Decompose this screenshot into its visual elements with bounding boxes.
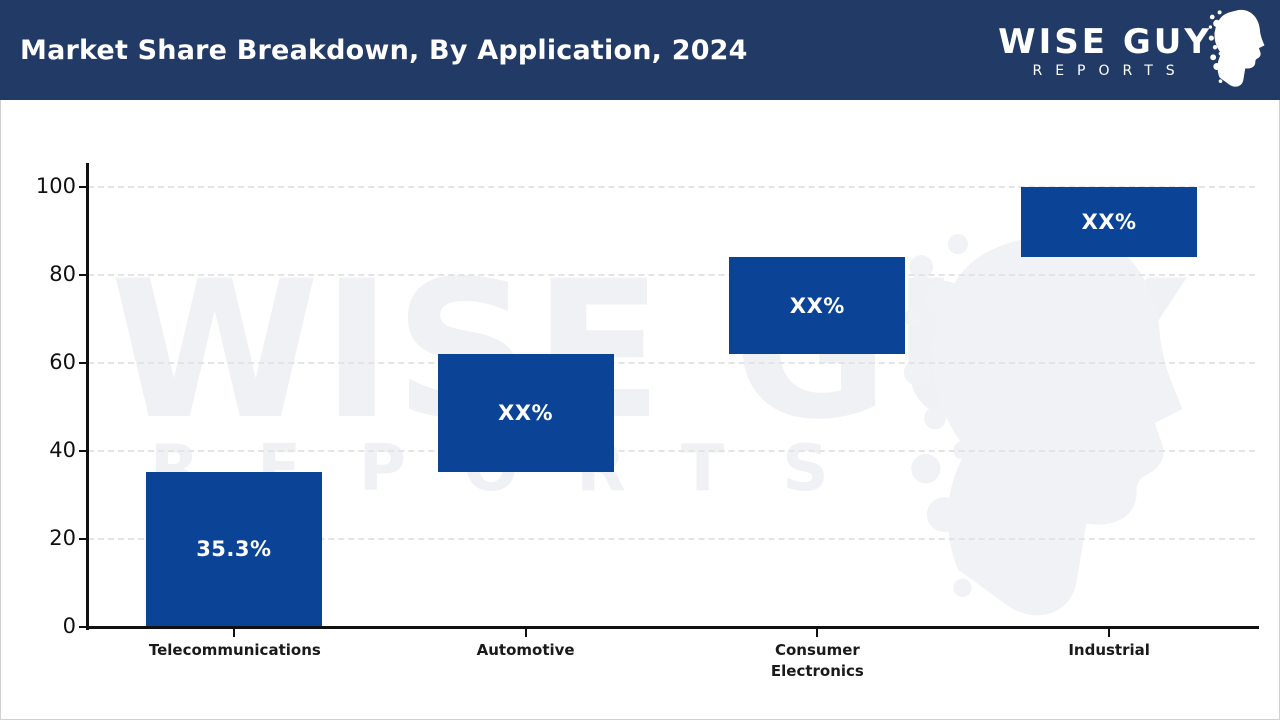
y-tick-label: 80 — [49, 262, 76, 286]
bar: XX% — [729, 257, 906, 355]
y-tick-mark — [79, 626, 87, 628]
y-tick-mark — [79, 362, 87, 364]
gridline — [88, 186, 1255, 188]
gridline — [88, 274, 1255, 276]
y-tick-label: 40 — [49, 438, 76, 462]
x-axis-line — [86, 626, 1259, 629]
logo-wordmark: WISE GUY — [998, 22, 1212, 62]
x-tick-mark — [524, 629, 527, 637]
y-tick-label: 0 — [62, 614, 76, 638]
page-title: Market Share Breakdown, By Application, … — [20, 34, 748, 66]
x-tick-mark — [1108, 629, 1111, 637]
y-tick-mark — [79, 538, 87, 540]
y-axis-line — [86, 163, 89, 630]
y-tick-mark — [79, 186, 87, 188]
bar: XX% — [437, 354, 614, 472]
bar: 35.3% — [145, 471, 322, 627]
logo-text: WISE GUY REPORTS — [998, 22, 1212, 80]
x-category-label: Industrial — [1068, 641, 1150, 659]
bar-value-label: XX% — [1081, 210, 1137, 235]
y-tick-label: 20 — [49, 526, 76, 550]
logo-head-icon — [1206, 6, 1268, 94]
x-category-label: Telecommunications — [148, 641, 321, 659]
header-bar: Market Share Breakdown, By Application, … — [0, 0, 1280, 100]
x-category-label: Consumer Electronics — [770, 641, 864, 680]
gridline — [88, 450, 1255, 452]
y-tick-mark — [79, 274, 87, 276]
bar: XX% — [1021, 187, 1198, 258]
logo: WISE GUY REPORTS — [998, 6, 1268, 94]
gridline — [88, 538, 1255, 540]
bar-value-label: XX% — [789, 293, 845, 318]
x-tick-mark — [816, 629, 819, 637]
y-tick-label: 60 — [49, 350, 76, 374]
x-category-label: Automotive — [476, 641, 575, 659]
bar-value-label: XX% — [498, 400, 554, 425]
y-tick-mark — [79, 450, 87, 452]
y-tick-label: 100 — [35, 174, 76, 198]
gridline — [88, 362, 1255, 364]
x-tick-mark — [232, 629, 235, 637]
bar-value-label: 35.3% — [196, 537, 272, 562]
logo-subtitle: REPORTS — [1032, 63, 1188, 80]
